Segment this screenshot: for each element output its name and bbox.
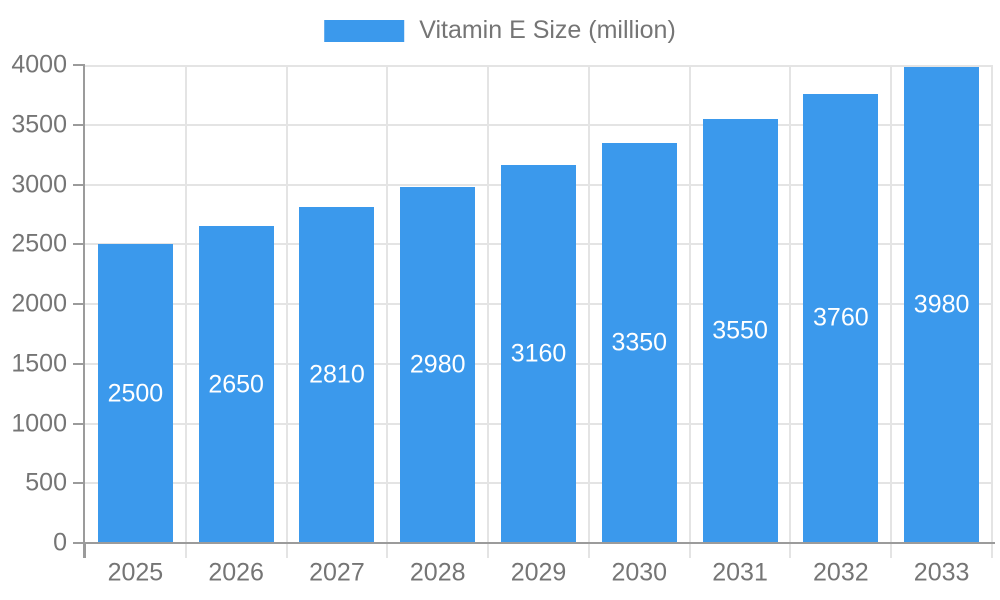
legend-item[interactable]: Vitamin E Size (million) [324, 18, 676, 43]
y-tick-label: 1500 [11, 349, 67, 378]
bar-2026[interactable] [198, 226, 274, 543]
y-tick-label: 3500 [11, 110, 67, 139]
gridline-v [789, 65, 792, 543]
y-tick-label: 0 [53, 528, 67, 557]
x-tick [386, 543, 389, 558]
gridline-v [688, 65, 691, 543]
y-tick [73, 362, 85, 365]
x-tick-label: 2028 [409, 558, 466, 587]
y-tick [73, 183, 85, 186]
x-tick [688, 543, 691, 558]
gridline-v [285, 65, 288, 543]
y-tick-label: 3000 [11, 170, 67, 198]
y-tick [73, 243, 85, 246]
x-tick-label: 2031 [712, 558, 768, 587]
y-tick [73, 482, 85, 485]
gridline-v [587, 65, 590, 543]
x-tick [487, 543, 490, 558]
bar-value-label: 2980 [409, 350, 466, 379]
y-tick [73, 123, 85, 126]
bar-2025[interactable] [97, 244, 173, 543]
y-tick [73, 422, 85, 425]
x-tick [184, 543, 187, 558]
gridline-v [184, 65, 187, 543]
bar-value-label: 2500 [107, 379, 164, 408]
gridline-h [85, 65, 992, 67]
y-tick-label: 500 [25, 468, 67, 497]
gridline-v [386, 65, 389, 543]
bar-2032[interactable] [803, 93, 879, 543]
x-tick-label: 2029 [510, 558, 567, 587]
y-tick-label: 2000 [11, 289, 67, 318]
bar-2029[interactable] [501, 165, 576, 543]
gridline-v [487, 65, 490, 543]
bar-2027[interactable] [299, 207, 375, 543]
x-tick-label: 2032 [813, 558, 869, 587]
bar-2033[interactable] [904, 67, 980, 543]
plot-area: 2500 2650 2810 2980 3160 3350 3550 3760 3980 [85, 65, 993, 543]
x-tick [789, 543, 792, 558]
gridline-v [890, 65, 893, 543]
gridline-v [991, 65, 993, 543]
bar-2030[interactable] [601, 142, 677, 543]
y-tick-label: 2500 [11, 229, 67, 258]
x-tick [285, 543, 288, 558]
bar-value-label: 3350 [611, 328, 668, 357]
x-tick-label: 2027 [309, 558, 365, 587]
y-tick [73, 64, 85, 66]
x-tick [587, 543, 590, 558]
x-tick-label: 2030 [611, 558, 668, 587]
x-axis-line [73, 542, 995, 544]
bar-value-label: 3760 [813, 303, 869, 332]
x-tick [991, 543, 993, 558]
gridline-h [85, 123, 992, 126]
bar-value-label: 3550 [712, 316, 768, 345]
bar-value-label: 2810 [309, 360, 365, 389]
bar-2031[interactable] [702, 118, 778, 543]
legend-label: Vitamin E Size (million) [419, 16, 676, 44]
bar-2028[interactable] [400, 186, 476, 543]
y-tick [73, 303, 85, 305]
legend-swatch [324, 19, 405, 42]
bar-value-label: 3980 [913, 290, 970, 319]
bar-value-label: 3160 [510, 339, 567, 368]
y-tick-label: 4000 [11, 50, 67, 79]
x-tick-label: 2033 [913, 558, 970, 587]
x-tick [84, 543, 86, 558]
x-tick [890, 543, 893, 558]
bar-value-label: 2650 [208, 370, 264, 399]
x-tick-label: 2026 [208, 558, 264, 587]
y-axis-line [83, 65, 85, 558]
y-tick-label: 1000 [11, 409, 67, 437]
x-tick-label: 2025 [107, 558, 164, 587]
